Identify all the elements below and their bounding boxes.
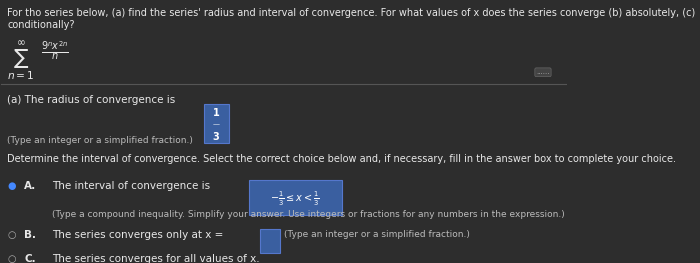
Text: ●: ● — [7, 180, 15, 190]
Text: ......: ...... — [536, 69, 550, 75]
FancyBboxPatch shape — [249, 180, 342, 215]
Text: (Type an integer or a simplified fraction.): (Type an integer or a simplified fractio… — [7, 136, 193, 145]
Text: C.: C. — [24, 254, 36, 263]
Text: —: — — [213, 122, 220, 128]
Text: (Type a compound inequality. Simplify your answer. Use integers or fractions for: (Type a compound inequality. Simplify yo… — [52, 210, 565, 219]
Text: (a) The radius of convergence is: (a) The radius of convergence is — [7, 95, 175, 105]
Text: ○: ○ — [7, 254, 15, 263]
Text: (Type an integer or a simplified fraction.): (Type an integer or a simplified fractio… — [284, 230, 470, 239]
Text: $-\frac{1}{3} \leq x < \frac{1}{3}$: $-\frac{1}{3} \leq x < \frac{1}{3}$ — [270, 189, 320, 208]
FancyBboxPatch shape — [204, 104, 229, 143]
Text: The series converges for all values of x.: The series converges for all values of x… — [52, 254, 260, 263]
Text: $\frac{9^n x^{2n}}{n}$: $\frac{9^n x^{2n}}{n}$ — [41, 39, 69, 62]
Text: For tho series below, (a) find the series' radius and interval of convergence. F: For tho series below, (a) find the serie… — [7, 8, 695, 30]
Text: The series converges only at x =: The series converges only at x = — [52, 230, 223, 240]
Text: 1: 1 — [213, 108, 220, 118]
Text: 3: 3 — [213, 132, 220, 142]
Text: ○: ○ — [7, 230, 15, 240]
Text: $\sum_{n=1}^{\infty}$: $\sum_{n=1}^{\infty}$ — [7, 39, 34, 83]
Text: A.: A. — [24, 180, 36, 190]
Text: Determine the interval of convergence. Select the correct choice below and, if n: Determine the interval of convergence. S… — [7, 154, 676, 164]
Text: The interval of convergence is: The interval of convergence is — [52, 180, 211, 190]
FancyBboxPatch shape — [260, 229, 279, 252]
Text: B.: B. — [24, 230, 36, 240]
